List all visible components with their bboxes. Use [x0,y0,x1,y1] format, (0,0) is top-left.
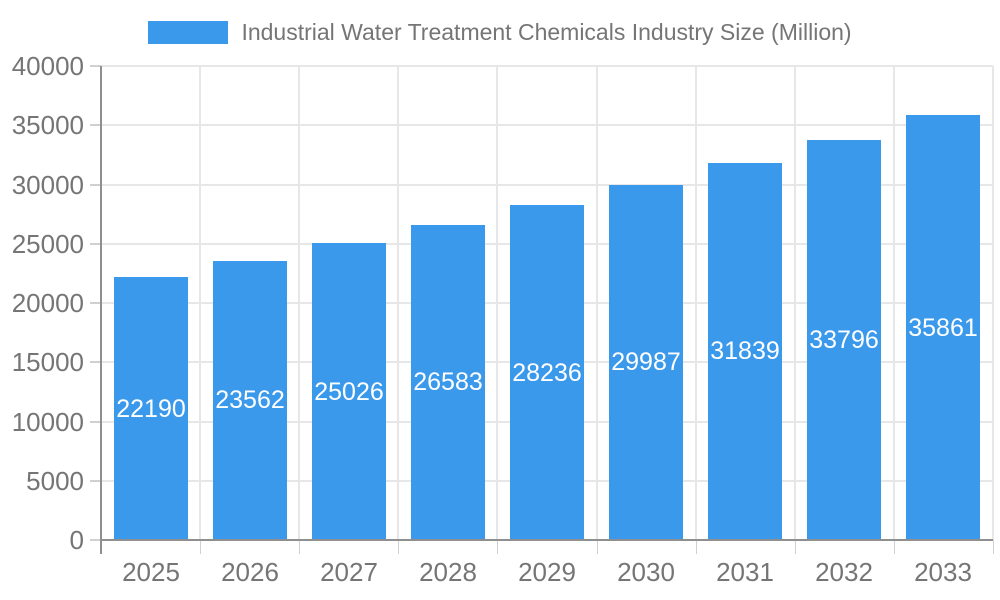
bar-value-label: 28236 [512,359,582,387]
bar-2033[interactable] [906,115,980,540]
bar-2027[interactable] [312,243,386,540]
x-axis-tick-label: 2026 [221,557,279,587]
y-axis-tick-label: 5000 [26,466,84,496]
y-axis-tick [90,361,101,363]
x-axis-tick-label: 2030 [617,557,675,587]
x-axis-tick-label: 2025 [122,557,180,587]
y-axis-tick-label: 35000 [11,110,84,140]
y-axis-tick [90,65,101,67]
y-axis-tick [90,184,101,186]
bar-value-label: 23562 [215,386,285,414]
bar-value-label: 33796 [809,326,879,354]
x-axis-tick-label: 2029 [518,557,576,587]
bar-2028[interactable] [411,225,485,540]
gridline-horizontal [101,65,993,67]
legend-label: Industrial Water Treatment Chemicals Ind… [241,19,852,45]
bar-value-label: 26583 [413,368,483,396]
bar-value-label: 25026 [314,378,384,406]
legend[interactable]: Industrial Water Treatment Chemicals Ind… [0,19,1000,46]
bar-value-label: 29987 [611,348,681,376]
y-axis-line [100,66,102,554]
bar-2032[interactable] [807,140,881,540]
y-axis-tick-label: 25000 [11,229,84,259]
bar-2025[interactable] [114,277,188,540]
bar-value-label: 35861 [908,314,978,342]
gridline-vertical [496,66,498,540]
y-axis-tick [90,480,101,482]
y-axis-tick [90,421,101,423]
gridline-vertical [596,66,598,540]
x-axis-tick-label: 2033 [914,557,972,587]
plot-area: 22190 23562 25026 26583 28236 29987 31839 33796… [101,65,994,540]
x-axis-tick [200,540,201,554]
gridline-vertical [794,66,796,540]
gridline-vertical [992,66,994,540]
x-axis-tick [398,540,399,554]
x-axis-tick [497,540,498,554]
x-axis-tick-label: 2032 [815,557,873,587]
x-axis-tick [696,540,697,554]
bar-2031[interactable] [708,163,782,540]
legend-swatch [148,21,229,44]
gridline-horizontal [101,184,993,186]
bar-2030[interactable] [609,185,683,540]
y-axis-tick-label: 20000 [11,288,84,318]
x-axis-tick [597,540,598,554]
bar-value-label: 22190 [116,395,186,423]
bar-value-label: 31839 [710,337,780,365]
gridline-vertical [298,66,300,540]
y-axis-tick [90,302,101,304]
bar-2029[interactable] [510,205,584,540]
x-axis-tick [894,540,895,554]
x-axis-tick [795,540,796,554]
y-axis-tick-label: 40000 [11,51,84,81]
gridline-vertical [199,66,201,540]
gridline-vertical [695,66,697,540]
y-axis-tick [90,539,101,541]
x-axis-tick-label: 2028 [419,557,477,587]
y-axis-tick-label: 30000 [11,170,84,200]
x-axis-tick [993,540,994,554]
gridline-vertical [893,66,895,540]
gridline-vertical [397,66,399,540]
gridline-horizontal [101,124,993,126]
x-axis-tick-label: 2031 [716,557,774,587]
x-axis-line [101,539,993,541]
x-axis-tick [299,540,300,554]
x-axis-tick-label: 2027 [320,557,378,587]
y-axis-tick [90,243,101,245]
y-axis-tick [90,124,101,126]
y-axis-tick-label: 10000 [11,407,84,437]
y-axis-tick-label: 0 [69,525,84,555]
y-axis-tick-label: 15000 [11,347,84,377]
bar-2026[interactable] [213,261,287,540]
